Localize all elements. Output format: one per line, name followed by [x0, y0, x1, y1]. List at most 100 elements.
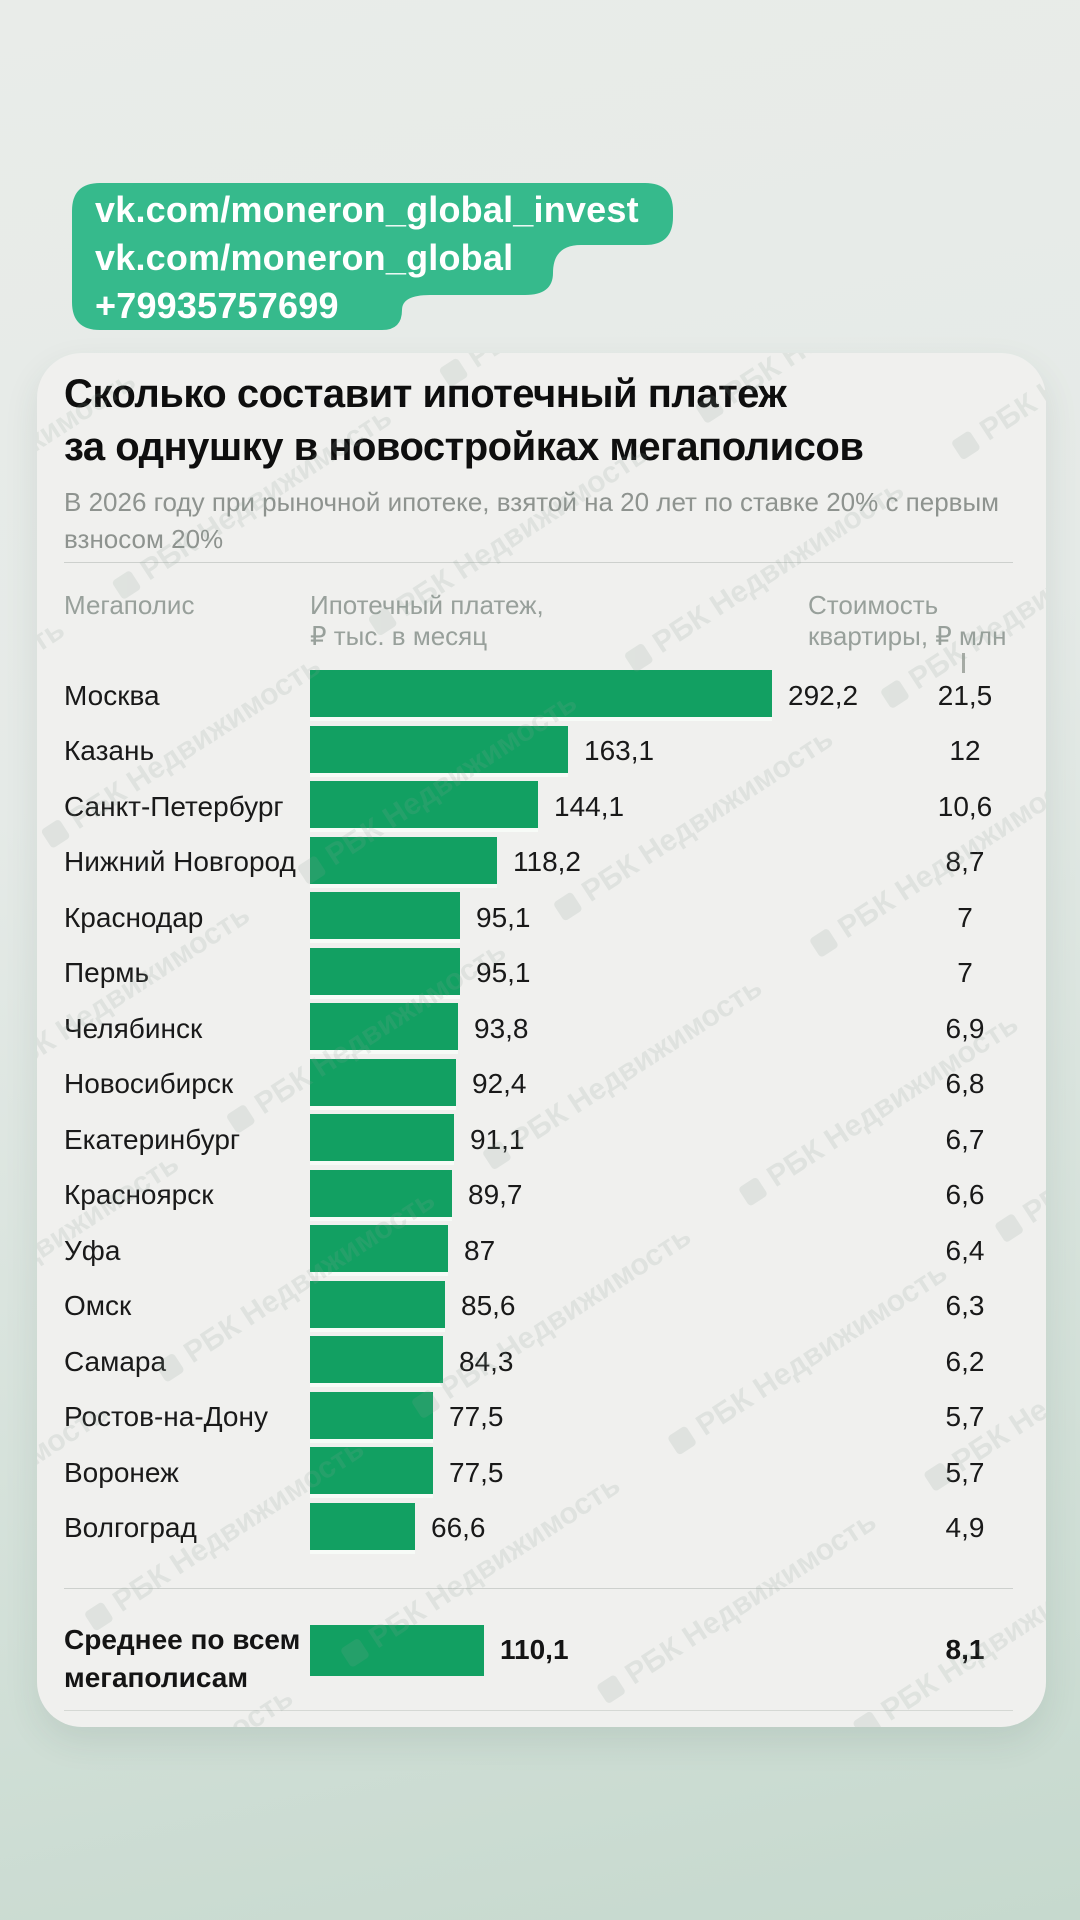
row-payment-value: 77,5 — [449, 1401, 504, 1432]
badge-line-3: +79935757699 — [95, 285, 339, 326]
chart-row: Пермь 95,1 7 — [37, 947, 1046, 999]
row-price-value: 7 — [957, 901, 973, 933]
row-payment-bar — [310, 781, 538, 832]
row-payment-value: 144,1 — [554, 790, 625, 822]
badge-line-2: vk.com/moneron_global — [95, 237, 514, 278]
row-payment-value: 66,6 — [431, 1512, 486, 1543]
row-payment-value: 93,8 — [474, 1012, 529, 1044]
average-label: Среднее по всем мегаполисам — [64, 1624, 301, 1693]
watermark-text: РБК Недвижимость — [947, 353, 1046, 466]
row-price-value: 5,7 — [945, 1401, 985, 1432]
row-city-label: Москва — [64, 679, 160, 711]
row-price-value: 6,9 — [945, 1012, 985, 1044]
row-price-value: 6,4 — [945, 1234, 985, 1266]
column-header-price: Стоимость квартиры, ₽ млн — [808, 590, 1007, 651]
row-price-value: 6,3 — [945, 1290, 985, 1321]
row-city-label: Омск — [64, 1290, 132, 1321]
row-city-label: Казань — [64, 735, 155, 766]
row-payment-bar — [310, 1391, 433, 1443]
chart-row: Екатеринбург 91,1 6,7 — [37, 1114, 1046, 1165]
divider-average — [64, 1588, 1013, 1589]
row-price-value: 6,8 — [945, 1068, 985, 1099]
row-city-label: Волгоград — [64, 1512, 197, 1543]
badge-links: vk.com/moneron_global_invest vk.com/mone… — [95, 186, 639, 330]
badge-line-1: vk.com/moneron_global_invest — [95, 189, 639, 230]
row-payment-value: 87 — [464, 1234, 496, 1266]
chart-row: Красноярск 89,7 6,6 — [37, 1169, 1046, 1221]
row-payment-bar — [310, 836, 497, 888]
social-badge: vk.com/moneron_global_invest vk.com/mone… — [0, 0, 1080, 360]
chart-subtitle: В 2026 году при рыночной ипотеке, взятой… — [64, 487, 1000, 554]
row-price-value: 6,2 — [945, 1345, 985, 1377]
row-city-label: Новосибирск — [64, 1068, 234, 1099]
row-price-value: 4,9 — [945, 1512, 985, 1543]
row-city-label: Санкт-Петербург — [64, 790, 284, 822]
row-payment-bar — [310, 1336, 443, 1387]
badge-bubble-shape — [72, 183, 673, 330]
row-payment-value: 95,1 — [476, 957, 531, 988]
row-price-value: 10,6 — [937, 790, 993, 822]
row-payment-bar — [310, 1169, 452, 1221]
row-price-value: 7 — [957, 957, 973, 988]
row-price-value: 21,5 — [937, 679, 993, 711]
row-payment-value: 118,2 — [513, 846, 581, 877]
row-city-label: Красноярск — [64, 1179, 214, 1210]
average-price-value: 8,1 — [945, 1634, 985, 1665]
row-payment-value: 85,6 — [461, 1290, 516, 1321]
chart-row: Омск 85,6 6,3 — [37, 1280, 1046, 1332]
average-bar — [310, 1625, 484, 1676]
row-payment-value: 292,2 — [788, 679, 859, 711]
row-city-label: Краснодар — [64, 901, 204, 933]
row-city-label: Воронеж — [64, 1456, 179, 1488]
row-payment-bar — [310, 1003, 458, 1054]
row-payment-bar — [310, 947, 460, 999]
row-payment-value: 91,1 — [470, 1123, 525, 1155]
row-city-label: Нижний Новгород — [64, 846, 296, 877]
chart-row: Воронеж 77,5 5,7 — [37, 1447, 1046, 1498]
chart-row: Волгоград 66,6 4,9 — [37, 1502, 1046, 1554]
row-payment-bar — [310, 1114, 454, 1165]
row-payment-bar — [310, 1502, 415, 1554]
chart-row: Нижний Новгород 118,2 8,7 — [37, 836, 1046, 888]
row-city-label: Уфа — [64, 1234, 121, 1266]
chart-row: Челябинск 93,8 6,9 — [37, 1003, 1046, 1054]
row-city-label: Ростов-на-Дону — [64, 1401, 268, 1432]
row-payment-bar — [310, 1058, 456, 1110]
chart-row: Ростов-на-Дону 77,5 5,7 — [37, 1391, 1046, 1443]
chart-row: Москва 292,2 21,5 — [37, 670, 1046, 721]
column-header-city: Мегаполис — [64, 590, 195, 620]
watermark-text: РБК Недвижимость — [179, 353, 469, 356]
row-payment-value: 84,3 — [459, 1345, 514, 1377]
chart-row: Самара 84,3 6,2 — [37, 1336, 1046, 1387]
divider-bottom — [64, 1710, 1013, 1711]
divider-top — [64, 562, 1013, 563]
chart-row: Уфа 87 6,4 — [37, 1225, 1046, 1276]
row-payment-bar — [310, 1280, 445, 1332]
row-city-label: Пермь — [64, 957, 150, 988]
price-column-tick — [962, 653, 965, 673]
row-payment-bar — [310, 670, 772, 721]
chart-row: Казань 163,1 12 — [37, 725, 1046, 777]
row-payment-value: 163,1 — [584, 735, 655, 766]
row-price-value: 12 — [949, 735, 981, 766]
chart-row: Новосибирск 92,4 6,8 — [37, 1058, 1046, 1110]
row-payment-value: 95,1 — [476, 901, 531, 933]
chart-title: Сколько составит ипотечный платеж за одн… — [64, 372, 864, 469]
row-payment-value: 92,4 — [472, 1068, 527, 1099]
chart-row: Краснодар 95,1 7 — [37, 892, 1046, 943]
row-payment-bar — [310, 725, 568, 777]
row-payment-bar — [310, 892, 460, 943]
row-payment-value: 89,7 — [468, 1179, 523, 1210]
row-price-value: 5,7 — [945, 1456, 985, 1488]
infographic-card: РБК Недвижимость РБК Недвижимость РБК Недв… — [37, 353, 1046, 1727]
row-payment-bar — [310, 1447, 433, 1498]
row-city-label: Екатеринбург — [64, 1123, 241, 1155]
row-city-label: Челябинск — [64, 1012, 203, 1044]
chart-row: Санкт-Петербург 144,1 10,6 — [37, 781, 1046, 832]
watermark-text: РБК Недвижимость — [266, 1717, 556, 1727]
watermark-text: РБК Недвижимость — [37, 1644, 43, 1727]
row-price-value: 6,7 — [945, 1123, 985, 1155]
row-payment-value: 77,5 — [449, 1456, 504, 1488]
average-payment-value: 110,1 — [500, 1634, 569, 1665]
